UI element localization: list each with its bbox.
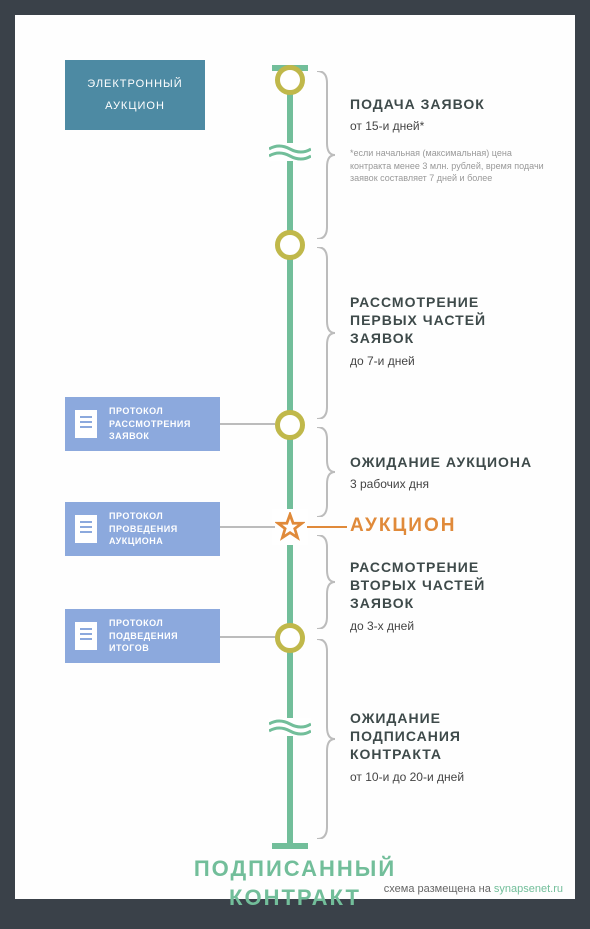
connector-line [307, 526, 347, 528]
stage: ОЖИДАНИЕ АУКЦИОНА 3 рабочих дня [350, 453, 550, 491]
protocol-box: ПРОТОКОЛРАССМОТРЕНИЯЗАЯВОК [65, 397, 220, 451]
document-icon [75, 622, 97, 650]
timeline-node [275, 410, 305, 440]
stage: ПОДАЧА ЗАЯВОК от 15-и дней* *если началь… [350, 95, 550, 185]
auction-label: АУКЦИОН [350, 515, 550, 537]
stage-subtitle: до 7-и дней [350, 354, 550, 368]
title-line: АУКЦИОН [105, 95, 165, 117]
timeline-node [275, 230, 305, 260]
protocol-text: ПРОТОКОЛРАССМОТРЕНИЯЗАЯВОК [109, 405, 191, 443]
bracket [315, 639, 335, 839]
title-line: ЭЛЕКТРОННЫЙ [87, 73, 182, 95]
stage: РАССМОТРЕНИЕ ПЕРВЫХ ЧАСТЕЙ ЗАЯВОК до 7-и… [350, 293, 550, 368]
footer-link[interactable]: synapsenet.ru [494, 883, 563, 895]
timeline-node [275, 623, 305, 653]
protocol-box: ПРОТОКОЛПОДВЕДЕНИЯИТОГОВ [65, 609, 220, 663]
stage-subtitle: 3 рабочих дня [350, 477, 550, 491]
stage: РАССМОТРЕНИЕ ВТОРЫХ ЧАСТЕЙ ЗАЯВОК до 3-х… [350, 558, 550, 633]
bracket [315, 427, 335, 517]
stage-note: *если начальная (максимальная) цена конт… [350, 147, 550, 185]
stage-title: ОЖИДАНИЕ ПОДПИСАНИЯ КОНТРАКТА [350, 709, 550, 764]
connector-line [220, 636, 275, 638]
stage-title: РАССМОТРЕНИЕ ВТОРЫХ ЧАСТЕЙ ЗАЯВОК [350, 558, 550, 613]
document-icon [75, 410, 97, 438]
footer-credit: схема размещена на synapsenet.ru [384, 883, 563, 895]
stage-title: ПОДАЧА ЗАЯВОК [350, 95, 550, 113]
bracket [315, 535, 335, 629]
document-icon [75, 515, 97, 543]
stage-subtitle: от 10-и до 20-и дней [350, 770, 550, 784]
timeline-node [275, 65, 305, 95]
bracket [315, 247, 335, 419]
timeline-star [272, 509, 308, 545]
timeline-break [269, 143, 311, 161]
protocol-box: ПРОТОКОЛПРОВЕДЕНИЯАУКЦИОНА [65, 502, 220, 556]
stage-subtitle: от 15-и дней* [350, 119, 550, 133]
timeline-break [269, 718, 311, 736]
protocol-text: ПРОТОКОЛПОДВЕДЕНИЯИТОГОВ [109, 617, 178, 655]
auction-type-box: ЭЛЕКТРОННЫЙ АУКЦИОН [65, 60, 205, 130]
stage: ОЖИДАНИЕ ПОДПИСАНИЯ КОНТРАКТА от 10-и до… [350, 709, 550, 784]
timeline-cap-bottom [272, 843, 308, 849]
protocol-text: ПРОТОКОЛПРОВЕДЕНИЯАУКЦИОНА [109, 510, 178, 548]
stage-subtitle: до 3-х дней [350, 619, 550, 633]
bracket [315, 71, 335, 239]
infographic-page: ЭЛЕКТРОННЫЙ АУКЦИОН ПРОТОКОЛРАССМОТРЕНИЯ… [15, 15, 575, 899]
stage-title: ОЖИДАНИЕ АУКЦИОНА [350, 453, 550, 471]
connector-line [220, 423, 275, 425]
stage-title: РАССМОТРЕНИЕ ПЕРВЫХ ЧАСТЕЙ ЗАЯВОК [350, 293, 550, 348]
connector-line [220, 526, 275, 528]
